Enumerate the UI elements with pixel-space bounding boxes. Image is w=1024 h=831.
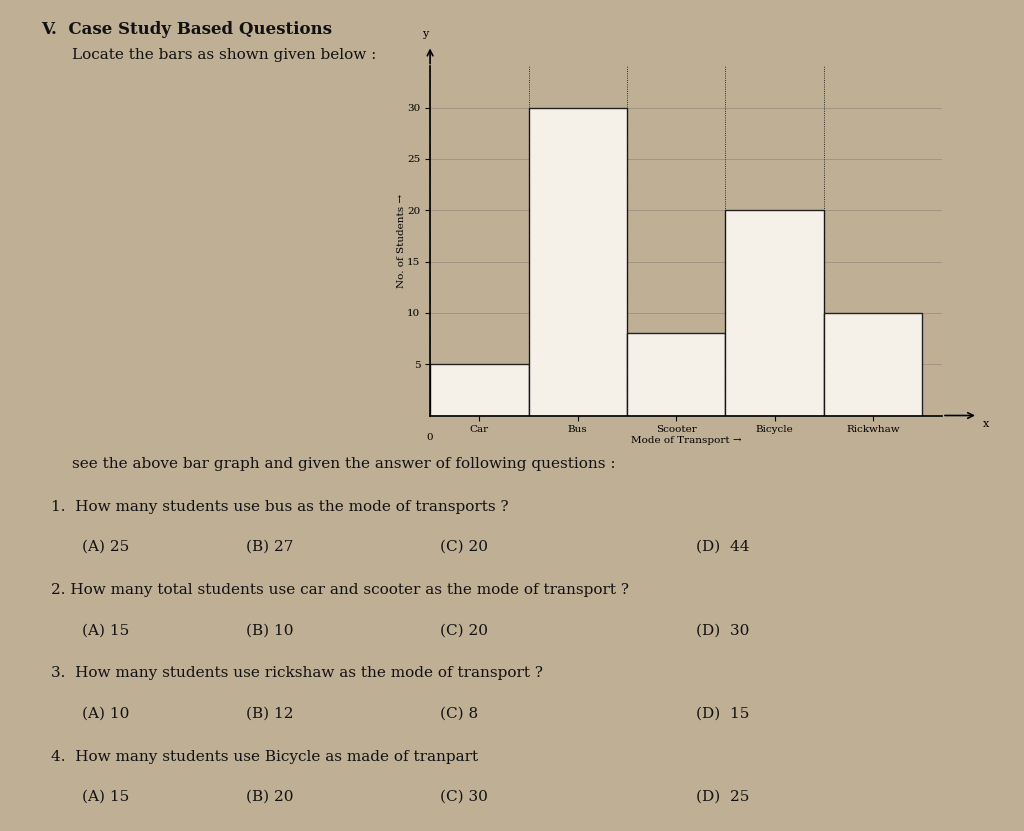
Text: (C) 20: (C) 20 xyxy=(440,540,488,554)
Text: 1.  How many students use bus as the mode of transports ?: 1. How many students use bus as the mode… xyxy=(51,500,509,514)
Text: 4.  How many students use Bicycle as made of tranpart: 4. How many students use Bicycle as made… xyxy=(51,750,478,764)
Text: (D)  44: (D) 44 xyxy=(696,540,750,554)
Text: V.  Case Study Based Questions: V. Case Study Based Questions xyxy=(41,21,332,37)
Bar xyxy=(528,107,627,416)
Text: (B) 10: (B) 10 xyxy=(246,623,293,637)
Text: x: x xyxy=(983,419,989,429)
Text: 2. How many total students use car and scooter as the mode of transport ?: 2. How many total students use car and s… xyxy=(51,583,629,597)
Text: (C) 30: (C) 30 xyxy=(440,789,488,804)
Text: (D)  15: (D) 15 xyxy=(696,706,750,720)
Text: (B) 20: (B) 20 xyxy=(246,789,293,804)
Text: (A) 25: (A) 25 xyxy=(82,540,129,554)
Text: (A) 10: (A) 10 xyxy=(82,706,129,720)
Text: (C) 8: (C) 8 xyxy=(440,706,478,720)
Text: 0: 0 xyxy=(427,433,433,442)
Y-axis label: No. of Students →: No. of Students → xyxy=(396,194,406,288)
Text: (A) 15: (A) 15 xyxy=(82,623,129,637)
Text: (B) 12: (B) 12 xyxy=(246,706,293,720)
Text: see the above bar graph and given the answer of following questions :: see the above bar graph and given the an… xyxy=(72,457,615,471)
Text: Locate the bars as shown given below :: Locate the bars as shown given below : xyxy=(72,48,376,62)
Text: (A) 15: (A) 15 xyxy=(82,789,129,804)
Text: (D)  30: (D) 30 xyxy=(696,623,750,637)
Bar xyxy=(627,333,725,416)
Bar xyxy=(824,312,923,416)
Text: (B) 27: (B) 27 xyxy=(246,540,293,554)
Text: y: y xyxy=(422,28,428,38)
Bar xyxy=(430,364,528,416)
Bar xyxy=(725,210,824,416)
X-axis label: Mode of Transport →: Mode of Transport → xyxy=(631,435,741,445)
Text: (C) 20: (C) 20 xyxy=(440,623,488,637)
Text: (D)  25: (D) 25 xyxy=(696,789,750,804)
Text: 3.  How many students use rickshaw as the mode of transport ?: 3. How many students use rickshaw as the… xyxy=(51,666,543,681)
